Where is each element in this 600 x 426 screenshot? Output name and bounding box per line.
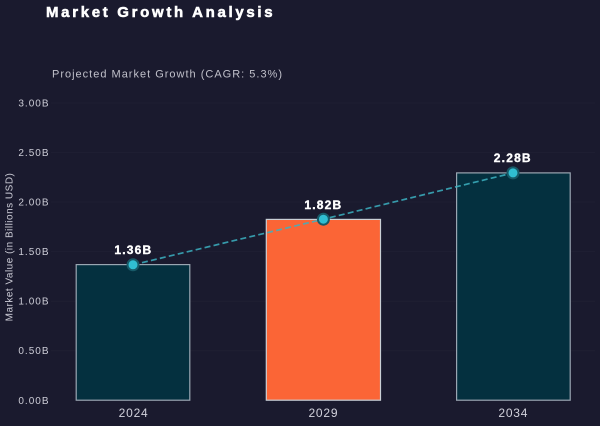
svg-text:0.50B: 0.50B xyxy=(18,346,49,357)
svg-text:1.50B: 1.50B xyxy=(18,247,49,258)
svg-text:1.00B: 1.00B xyxy=(18,297,49,308)
svg-text:2.50B: 2.50B xyxy=(18,148,49,159)
svg-text:2.28B: 2.28B xyxy=(494,151,532,165)
svg-text:2034: 2034 xyxy=(498,406,528,420)
svg-text:2029: 2029 xyxy=(308,406,338,420)
svg-text:3.00B: 3.00B xyxy=(18,99,49,110)
svg-text:0.00B: 0.00B xyxy=(18,396,49,407)
svg-text:Market Value (in Billions USD): Market Value (in Billions USD) xyxy=(5,173,16,322)
svg-text:Projected Market Growth (CAGR:: Projected Market Growth (CAGR: 5.3%) xyxy=(52,69,283,81)
svg-text:1.36B: 1.36B xyxy=(114,243,152,257)
svg-text:2.00B: 2.00B xyxy=(18,198,49,209)
svg-text:Market Growth Analysis: Market Growth Analysis xyxy=(46,4,275,21)
svg-text:2024: 2024 xyxy=(119,406,149,420)
svg-text:1.82B: 1.82B xyxy=(304,198,342,212)
